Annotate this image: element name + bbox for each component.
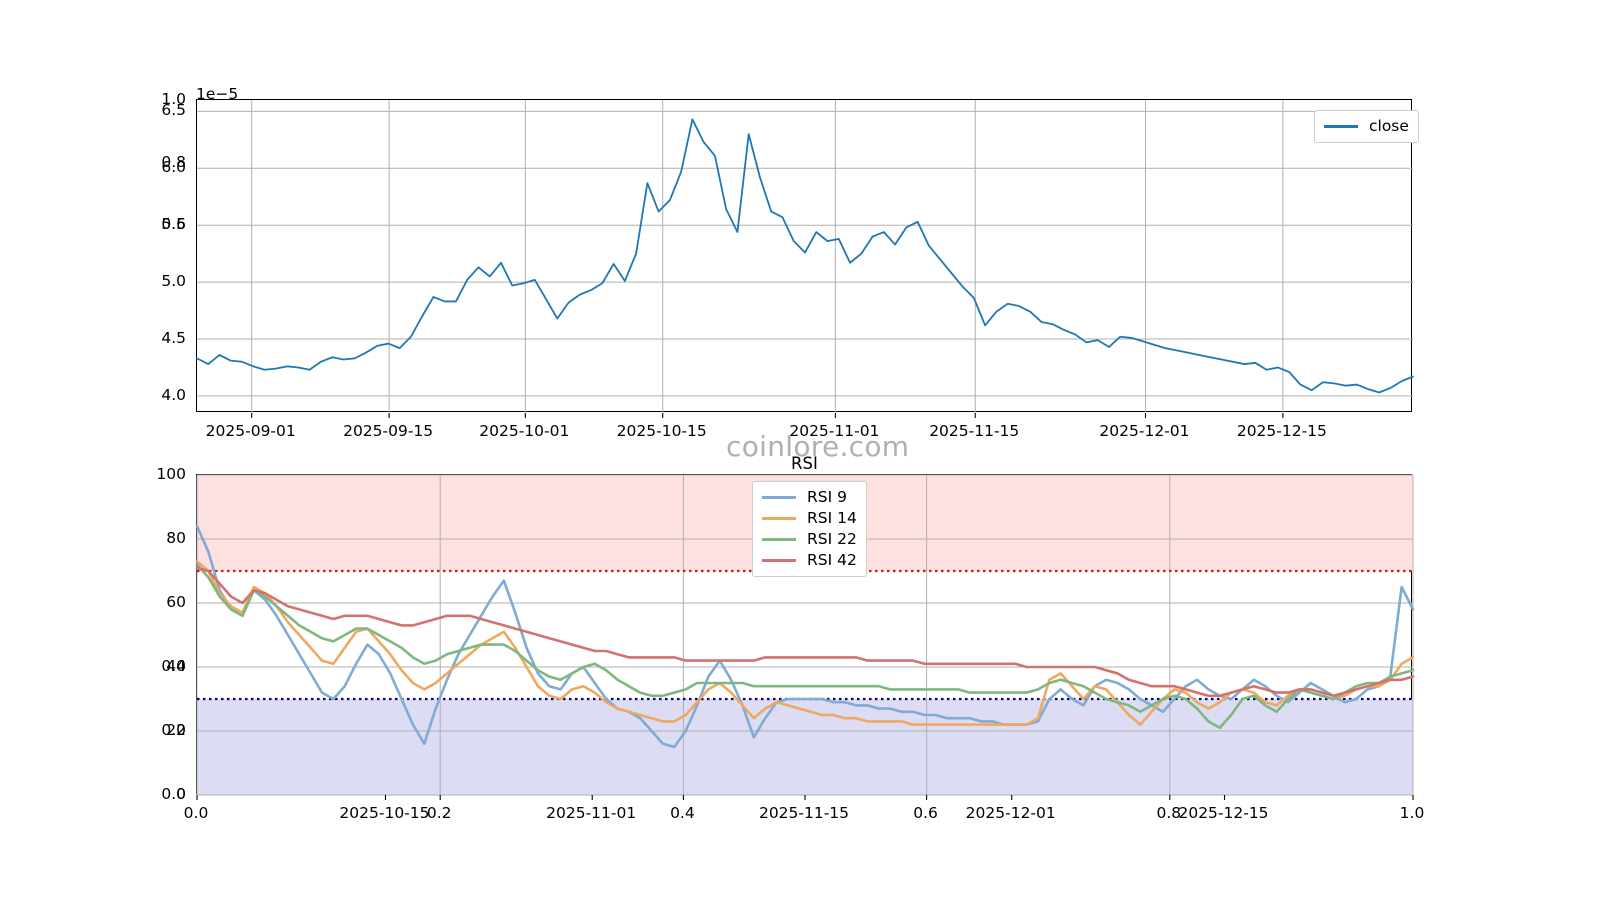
rsi-y-tick: 80	[166, 529, 186, 547]
rsi-x-tick-date: 2025-11-15	[758, 804, 850, 822]
rsi-line-2	[195, 560, 1415, 726]
rsi-line-1	[195, 524, 1415, 749]
price-x-tick: 2025-09-15	[343, 422, 434, 440]
rsi-legend-item[interactable]: RSI 14	[762, 508, 857, 529]
price-y-tick: 6.5	[161, 101, 186, 120]
rsi-y-tick: 0	[176, 785, 186, 803]
price-y-tick: 5.0	[161, 272, 186, 291]
rsi-x-tick-date: 2025-12-15	[1178, 804, 1269, 822]
rsi-x-tick-numeric: 0.2	[426, 804, 452, 822]
watermark-coinlore: coinlore.com	[726, 430, 910, 463]
price-legend-swatch-line-icon	[1324, 125, 1358, 128]
rsi-legend-item[interactable]: RSI 9	[762, 487, 857, 508]
rsi-legend-label: RSI 9	[807, 487, 847, 506]
rsi-y-tick: 20	[166, 721, 186, 739]
rsi-x-tick-date: 2025-11-01	[546, 804, 637, 822]
price-y-tick: 5.5	[161, 215, 186, 234]
price-plot-svg	[196, 100, 1414, 418]
rsi-y-tick-secondary: 0.0	[161, 785, 186, 803]
price-y-tick: 4.5	[161, 329, 186, 348]
rsi-x-tick-numeric: 0.6	[913, 804, 938, 822]
price-y-tick-secondary: 0.8	[161, 152, 186, 171]
rsi-x-tick-numeric: 0.0	[183, 804, 209, 822]
price-legend-item[interactable]: close	[1324, 116, 1409, 137]
price-x-tick: 2025-11-15	[929, 422, 1020, 440]
rsi-y-tick: 60	[166, 593, 186, 611]
rsi-legend-label: RSI 14	[807, 508, 857, 527]
price-y-tick: 4.0	[161, 385, 186, 404]
price-x-tick: 2025-11-01	[789, 422, 880, 440]
price-x-tick: 2025-10-15	[616, 422, 707, 440]
rsi-legend-swatch-line-icon	[762, 559, 796, 562]
rsi-y-tick: 100	[156, 465, 186, 483]
rsi-x-tick-numeric: 1.0	[1399, 804, 1425, 822]
rsi-legend-label: RSI 22	[807, 529, 857, 548]
rsi-legend-swatch-line-icon	[762, 517, 796, 520]
rsi-line-4	[195, 566, 1415, 698]
price-y-tick-secondary: 0.6	[161, 215, 186, 234]
rsi-panel-title: RSI	[791, 454, 818, 473]
price-close-line	[196, 118, 1414, 394]
rsi-legend-item[interactable]: RSI 42	[762, 550, 857, 571]
rsi-line-3	[195, 563, 1415, 730]
rsi-legend[interactable]: RSI 9 RSI 14 RSI 22 RSI 42	[752, 481, 867, 577]
price-x-tick: 2025-10-01	[479, 422, 570, 440]
rsi-x-tick-date: 2025-10-15	[339, 804, 430, 822]
rsi-y-tick-secondary: 0.2	[161, 721, 186, 739]
rsi-x-tick-date: 2025-12-01	[965, 804, 1056, 822]
rsi-y-tick-secondary: 0.4	[161, 657, 186, 675]
price-y-tick: 6.0	[161, 158, 186, 177]
price-x-tick: 2025-12-15	[1236, 422, 1327, 440]
rsi-x-tick-numeric: 0.4	[670, 804, 695, 822]
price-y-tick-secondary: 1.0	[161, 90, 186, 108]
rsi-y-tick: 40	[166, 657, 186, 675]
price-chart-panel	[196, 99, 1414, 418]
rsi-band-oversold	[197, 699, 1413, 795]
rsi-legend-item[interactable]: RSI 22	[762, 529, 857, 550]
rsi-x-tick-numeric: 0.8	[1156, 804, 1182, 822]
price-y-offset-label: 1e−5	[196, 85, 239, 103]
rsi-legend-label: RSI 42	[807, 550, 857, 569]
rsi-legend-swatch-line-icon	[762, 538, 796, 541]
price-x-tick: 2025-09-01	[205, 422, 296, 440]
price-legend[interactable]: close	[1314, 110, 1419, 143]
rsi-legend-swatch-line-icon	[762, 496, 796, 499]
price-legend-label: close	[1369, 116, 1409, 135]
price-x-tick: 2025-12-01	[1099, 422, 1190, 440]
